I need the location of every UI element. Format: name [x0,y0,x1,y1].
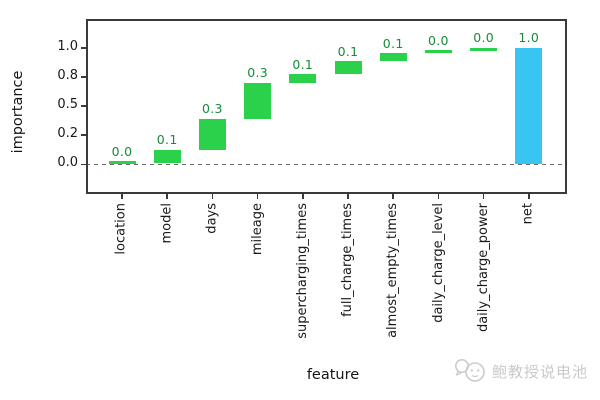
bar-value-label-days: 0.3 [202,101,223,117]
bar-model [153,149,181,163]
zero-dashed-line [86,163,567,166]
bar-value-label-daily_charge_level: 0.0 [428,32,449,48]
bar-mileage [244,82,272,119]
y-tick-label: 0.8 [57,68,78,83]
x-tick-label-daily_charge_level: daily_charge_level [430,203,446,323]
x-tick-mark [482,194,485,199]
bar-daily_charge_power [470,47,498,51]
bar-days [198,118,226,150]
y-tick-label: 0.2 [57,126,78,142]
x-tick-mark [166,194,168,199]
y-tick-mark [81,105,86,107]
watermark-text: 鲍教授说电池 [492,362,589,381]
bar-value-label-full_charge_times: 0.1 [337,43,359,59]
bar-location [108,161,136,165]
bar-net [515,47,543,165]
watermark: 鲍教授说电池 [452,356,588,386]
bar-value-label-almost_empty_times: 0.1 [382,35,404,51]
x-axis-title: feature [306,367,360,383]
x-tick-mark [392,194,394,199]
bar-value-label-location: 0.0 [111,143,133,159]
bar-full_charge_times [334,61,362,75]
x-tick-mark [528,194,530,199]
bar-value-label-mileage: 0.3 [247,65,268,81]
y-axis-title: importance [10,70,26,154]
x-tick-label-almost_empty_times: almost_empty_times [385,203,401,338]
x-tick-mark [347,194,349,199]
y-tick-label: 0.0 [57,155,78,171]
bar-value-label-supercharging_times: 0.1 [292,56,314,72]
bar-daily_charge_level [424,50,452,54]
x-tick-label-full_charge_times: full_charge_times [340,203,355,317]
y-tick-mark [81,47,86,49]
bar-value-label-daily_charge_power: 0.0 [473,30,494,46]
bar-almost_empty_times [379,53,407,62]
y-tick-mark [81,134,86,136]
y-tick-label: 1.0 [57,38,78,54]
speech-bubbles-icon [455,359,485,382]
x-tick-mark [256,194,259,199]
x-tick-label-daily_charge_power: daily_charge_power [475,203,491,333]
y-tick-label: 0.5 [57,97,78,113]
x-tick-mark [437,194,440,199]
x-tick-label-mileage: mileage [249,203,265,256]
bar-value-label-model: 0.1 [156,132,178,148]
x-tick-mark [302,194,304,199]
x-tick-mark [211,194,214,199]
bar-value-label-net: 1.0 [518,30,540,46]
y-tick-mark [81,163,86,166]
x-tick-label-location: location [114,203,129,255]
x-tick-mark [121,194,123,199]
y-tick-mark [81,76,86,78]
x-tick-label-model: model [159,203,175,244]
x-tick-label-net: net [520,203,536,225]
bar-supercharging_times [289,74,317,83]
x-tick-label-supercharging_times: supercharging_times [294,203,310,339]
x-tick-label-days: days [204,203,220,234]
